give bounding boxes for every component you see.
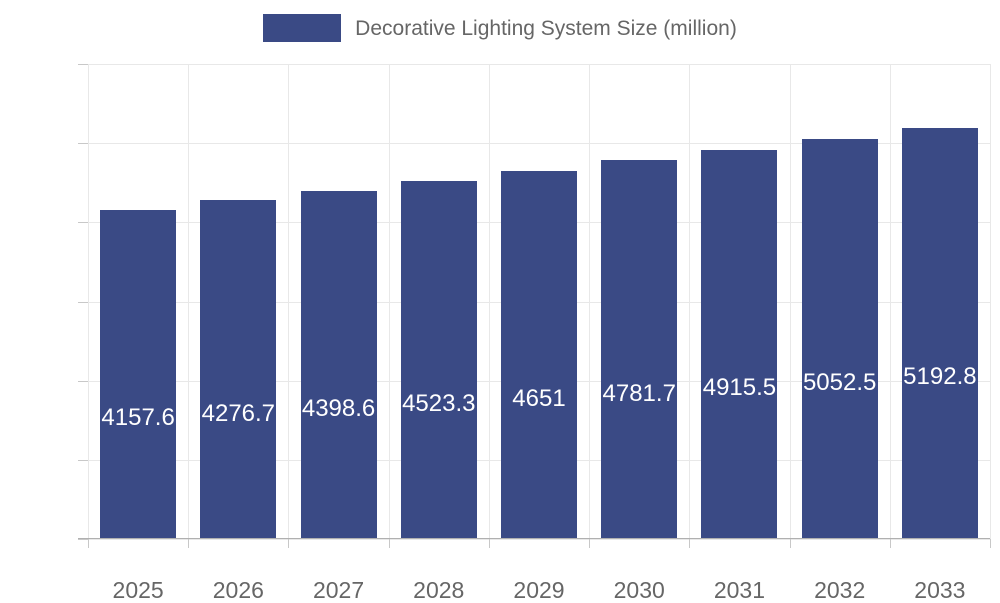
x-axis-tick-label: 2030 xyxy=(613,577,665,603)
bar-item[interactable]: 4781.7 xyxy=(601,64,678,539)
legend-label: Decorative Lighting System Size (million… xyxy=(355,16,737,40)
bar-value-label: 4398.6 xyxy=(301,394,376,422)
bar-value-label: 5192.8 xyxy=(903,363,977,391)
bar-item[interactable]: 4276.7 xyxy=(200,64,277,539)
x-axis-tick-mark xyxy=(489,539,490,548)
gridline-vertical xyxy=(990,64,991,539)
x-axis-tick-label: 2027 xyxy=(312,577,365,603)
chart-legend: Decorative Lighting System Size (million… xyxy=(0,0,1000,56)
bar-rect[interactable] xyxy=(901,127,978,539)
bar-value-label: 4651 xyxy=(512,384,566,412)
bar-item[interactable]: 5052.5 xyxy=(801,64,878,539)
gridline-vertical xyxy=(689,64,690,539)
y-axis-tick-mark xyxy=(78,301,88,303)
bar-value-label: 5052.5 xyxy=(802,369,877,397)
x-axis-tick-label: 2032 xyxy=(814,577,866,603)
bar-rect[interactable] xyxy=(701,149,778,539)
bar-item[interactable]: 5192.8 xyxy=(901,64,978,539)
bar-rect[interactable] xyxy=(601,160,678,539)
legend-color-swatch xyxy=(263,14,342,42)
x-axis-tick-mark xyxy=(689,539,690,548)
bar-value-label: 4915.5 xyxy=(702,374,777,402)
bar-item[interactable]: 4157.6 xyxy=(100,64,177,539)
y-axis-tick-mark xyxy=(78,539,88,540)
x-axis-tick-label: 2029 xyxy=(513,577,565,603)
gridline-horizontal xyxy=(88,64,990,65)
gridline-horizontal xyxy=(88,539,990,540)
x-axis-tick-label: 2033 xyxy=(914,577,966,603)
gridline-vertical xyxy=(188,64,189,539)
gridline-vertical xyxy=(890,64,891,539)
gridline-vertical xyxy=(790,64,791,539)
bar-rect[interactable] xyxy=(400,180,477,539)
bar-item[interactable]: 4915.5 xyxy=(701,64,778,539)
x-axis-tick-mark xyxy=(389,539,390,548)
gridline-vertical xyxy=(389,64,390,539)
bar-rect[interactable] xyxy=(100,209,177,539)
gridline-horizontal xyxy=(88,143,990,145)
x-axis-line xyxy=(78,538,990,539)
bar-value-label: 4523.3 xyxy=(402,389,476,417)
y-axis-tick-mark xyxy=(78,64,88,65)
gridline-vertical xyxy=(489,64,490,539)
bar-value-label: 4157.6 xyxy=(101,404,175,432)
x-axis-tick-mark xyxy=(589,539,590,548)
x-axis-tick-label: 2031 xyxy=(713,577,766,603)
y-axis-tick-mark xyxy=(78,143,88,145)
bar-rect[interactable] xyxy=(200,200,277,539)
plot-area: 0100020003000400050006000 4157.64276.743… xyxy=(78,64,991,602)
x-axis-tick-label: 2028 xyxy=(413,577,465,603)
y-axis-tick-mark xyxy=(78,380,88,382)
bar-rect[interactable] xyxy=(801,139,878,539)
y-axis-tick-mark xyxy=(78,459,88,461)
bar-item[interactable]: 4523.3 xyxy=(400,64,477,539)
bar-value-label: 4781.7 xyxy=(602,379,676,407)
x-axis-tick-mark xyxy=(890,539,891,548)
x-axis-tick-mark xyxy=(188,539,189,548)
y-axis-tick-mark xyxy=(78,222,88,224)
x-axis-tick-mark xyxy=(790,539,791,548)
bar-value-label: 4276.7 xyxy=(201,399,276,427)
gridline-vertical xyxy=(88,64,89,539)
bar-rect[interactable] xyxy=(300,190,377,539)
bar-item[interactable]: 4398.6 xyxy=(300,64,377,539)
gridline-vertical xyxy=(589,64,590,539)
x-axis-tick-label: 2026 xyxy=(212,577,264,603)
gridline-vertical xyxy=(288,64,289,539)
x-axis-tick-mark xyxy=(990,539,991,548)
bar-rect[interactable] xyxy=(501,170,577,539)
x-axis-tick-label: 2025 xyxy=(112,577,164,603)
x-axis-tick-mark xyxy=(288,539,289,548)
x-axis-tick-mark xyxy=(88,539,89,548)
bar-item[interactable]: 4651 xyxy=(501,64,577,539)
